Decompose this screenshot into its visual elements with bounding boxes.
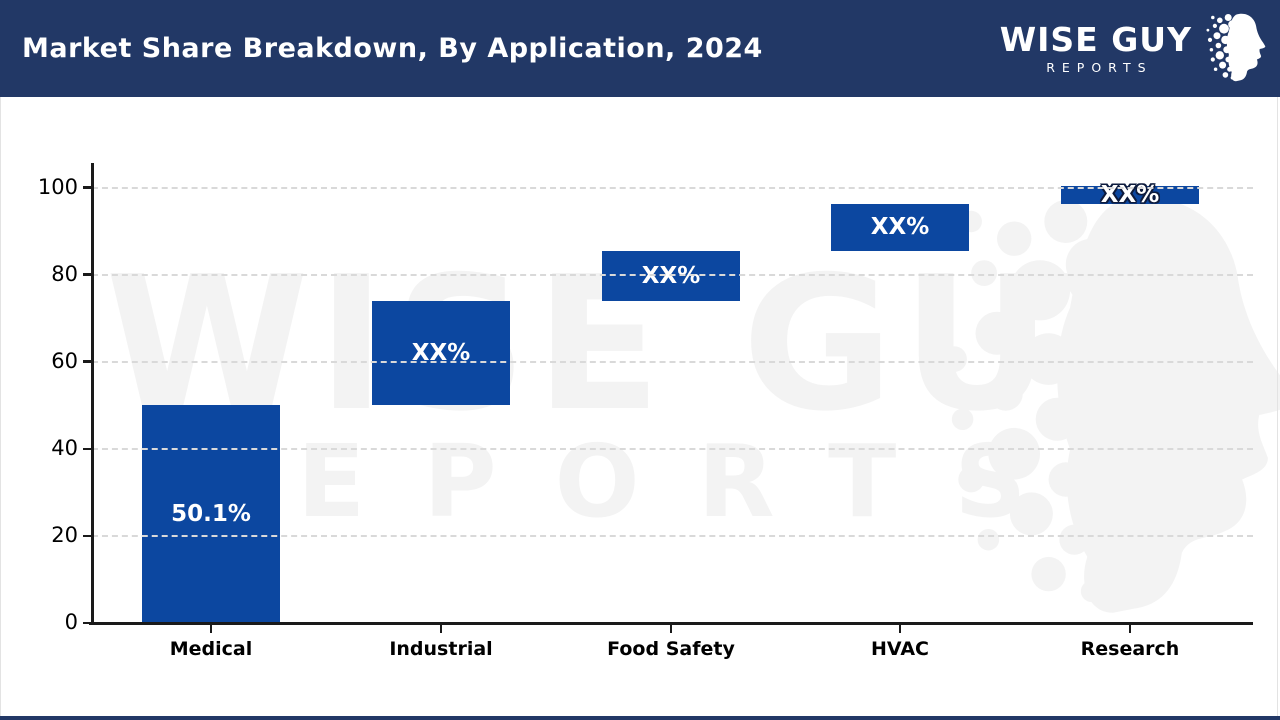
- ytick-label-100: 100: [37, 174, 78, 199]
- xtick-label-industrial: Industrial: [389, 638, 493, 660]
- xtick-label-research: Research: [1080, 638, 1180, 660]
- bar-food-safety: XX%: [602, 250, 740, 301]
- watermark-dotted-head: [932, 198, 1280, 613]
- ytick-label-80: 80: [51, 261, 78, 286]
- header-bar: Market Share Breakdown, By Application, …: [0, 0, 1280, 97]
- bar-industrial: XX%: [372, 300, 510, 405]
- gridline-20: [92, 534, 1253, 537]
- page-border-right: [1277, 97, 1278, 716]
- xtick-mark-industrial: [439, 625, 443, 633]
- gridline-100: [92, 186, 1253, 189]
- logo-text: WISE GUY REPORTS: [1000, 23, 1192, 75]
- xtick-label-food-safety: Food Safety: [607, 638, 735, 660]
- page-border-left: [0, 97, 1, 716]
- gridline-40: [92, 447, 1253, 450]
- bar-label-food-safety: XX%: [641, 262, 701, 289]
- logo-subtitle: REPORTS: [1046, 59, 1153, 75]
- ytick-label-60: 60: [51, 348, 78, 373]
- x-axis-line: [89, 622, 1253, 625]
- ytick-label-0: 0: [64, 610, 78, 634]
- xtick-label-hvac: HVAC: [871, 638, 929, 660]
- dotted-head-icon: [1206, 13, 1266, 81]
- ytick-mark-60: [83, 360, 91, 363]
- ytick-mark-0: [83, 621, 91, 625]
- footer-bar: [0, 716, 1280, 720]
- bar-medical: 50.1%: [142, 404, 280, 623]
- ytick-mark-100: [83, 186, 91, 189]
- ytick-mark-40: [83, 447, 91, 451]
- ytick-mark-80: [83, 273, 91, 276]
- bar-label-research: XX%: [1100, 181, 1160, 208]
- xtick-mark-research: [1128, 625, 1132, 633]
- bar-hvac: XX%: [831, 203, 969, 251]
- bar-research: XX%: [1061, 182, 1199, 208]
- wise-guy-reports-logo: WISE GUY REPORTS: [1000, 8, 1266, 90]
- xtick-mark-food-safety: [669, 625, 673, 633]
- gridline-80: [92, 273, 1253, 276]
- xtick-label-medical: Medical: [169, 638, 253, 660]
- ytick-mark-20: [83, 534, 91, 538]
- gridline-60: [92, 360, 1253, 363]
- ytick-label-40: 40: [51, 435, 78, 460]
- xtick-mark-medical: [209, 625, 213, 633]
- y-axis-line: [91, 163, 94, 625]
- logo-wordmark: WISE GUY: [999, 19, 1192, 59]
- page-title: Market Share Breakdown, By Application, …: [22, 33, 763, 64]
- xtick-mark-hvac: [898, 625, 902, 633]
- bar-label-medical: 50.1%: [171, 500, 251, 527]
- ytick-label-20: 20: [51, 522, 78, 547]
- bar-label-hvac: XX%: [870, 214, 930, 241]
